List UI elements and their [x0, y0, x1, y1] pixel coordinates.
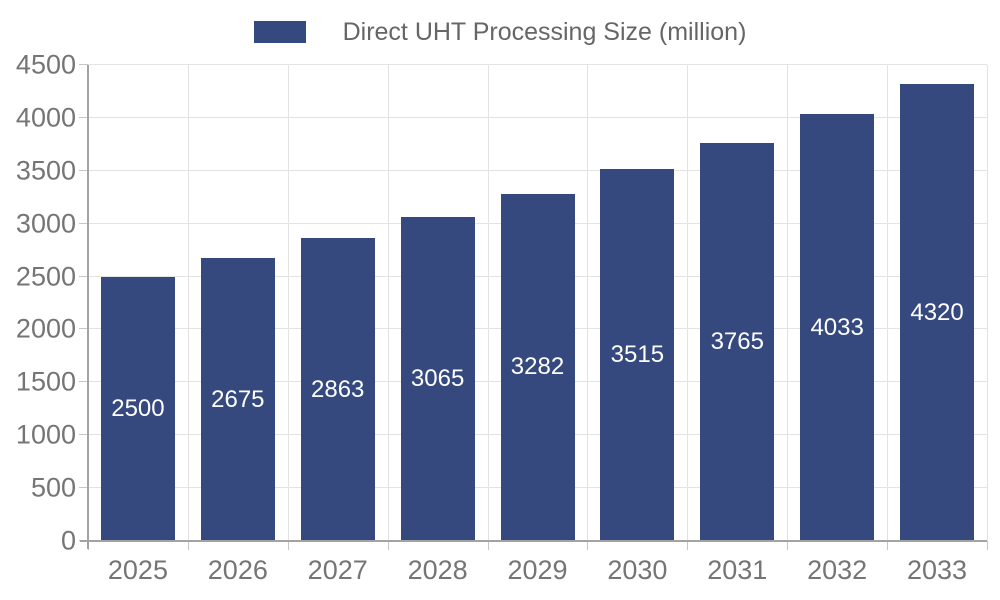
x-gridline: [687, 65, 689, 541]
x-gridline: [587, 65, 589, 541]
x-axis-label: 2027: [307, 555, 368, 585]
x-axis-tick: [987, 541, 988, 550]
plot-area: 0 500 1000 1500 2000 2500 3000 3500 4000 4500 2500…: [16, 51, 988, 584]
x-gridline: [787, 65, 789, 541]
legend-item[interactable]: Direct UHT Processing Size (million): [0, 17, 1000, 47]
y-gridline: [88, 64, 987, 65]
y-axis-tick: [79, 222, 88, 224]
bar: 2675: [200, 258, 275, 541]
bar: 4033: [800, 114, 875, 541]
y-axis-tick: [79, 116, 88, 118]
bar: 2863: [300, 238, 375, 541]
y-axis-tick: [79, 381, 88, 383]
y-axis-label: 1500: [15, 366, 76, 397]
y-axis-label: 0: [60, 525, 76, 556]
bar-value-label: 2675: [211, 385, 265, 413]
y-axis-tick: [79, 169, 88, 171]
bar-value-label: 4033: [810, 313, 864, 341]
x-axis-label: 2026: [207, 555, 268, 585]
x-axis-tick: [587, 541, 589, 550]
x-axis-line: [80, 540, 987, 542]
x-axis-label: 2029: [507, 555, 568, 585]
y-axis-label: 3500: [15, 155, 76, 186]
y-axis-tick: [79, 328, 88, 330]
x-axis-tick: [887, 541, 889, 550]
legend-swatch: [253, 21, 306, 43]
bar-value-label: 2500: [111, 394, 165, 422]
x-gridline: [887, 65, 889, 541]
x-axis-tick: [787, 541, 789, 550]
x-gridline: [287, 65, 289, 541]
legend-label: Direct UHT Processing Size (million): [342, 17, 747, 46]
bar: 3065: [400, 216, 475, 541]
y-axis-label: 1000: [15, 419, 76, 450]
y-axis-tick: [79, 434, 88, 436]
x-gridline: [387, 65, 389, 541]
x-axis-label: 2028: [407, 555, 468, 585]
x-axis-label: 2030: [607, 555, 668, 585]
y-axis-label: 2000: [15, 313, 76, 344]
y-axis-tick: [79, 275, 88, 277]
bar: 3282: [500, 193, 575, 541]
bar-value-label: 3282: [510, 353, 565, 381]
x-axis-label: 2032: [807, 555, 868, 585]
x-axis-tick: [187, 541, 189, 550]
x-axis-label: 2025: [107, 555, 168, 585]
y-axis-label: 4000: [15, 102, 76, 133]
bar-value-label: 3765: [710, 327, 764, 355]
y-axis-label: 3000: [15, 208, 76, 239]
y-axis-line: [87, 65, 89, 549]
bar: 2500: [100, 276, 175, 541]
bar: 3515: [600, 169, 675, 541]
x-axis-tick: [287, 541, 289, 550]
x-axis-tick: [487, 541, 489, 550]
bar: 3765: [700, 142, 775, 541]
bar-value-label: 2863: [311, 375, 365, 403]
x-axis-label: 2033: [907, 555, 968, 585]
x-gridline: [187, 65, 189, 541]
bar-value-label: 4320: [910, 298, 964, 326]
x-axis-tick: [387, 541, 389, 550]
y-axis-label: 4500: [15, 49, 76, 80]
y-axis-label: 2500: [15, 261, 76, 292]
bar-value-label: 3065: [410, 364, 465, 392]
x-axis-tick: [687, 541, 689, 550]
y-axis-tick: [79, 64, 88, 65]
y-gridline: [88, 116, 987, 118]
y-axis-tick: [79, 487, 88, 489]
x-gridline: [987, 65, 988, 541]
y-axis-label: 500: [30, 472, 76, 503]
bar-value-label: 3515: [610, 341, 665, 369]
y-gridline: [88, 169, 987, 171]
x-axis-label: 2031: [707, 555, 768, 585]
x-gridline: [487, 65, 489, 541]
bar: 4320: [900, 84, 975, 541]
